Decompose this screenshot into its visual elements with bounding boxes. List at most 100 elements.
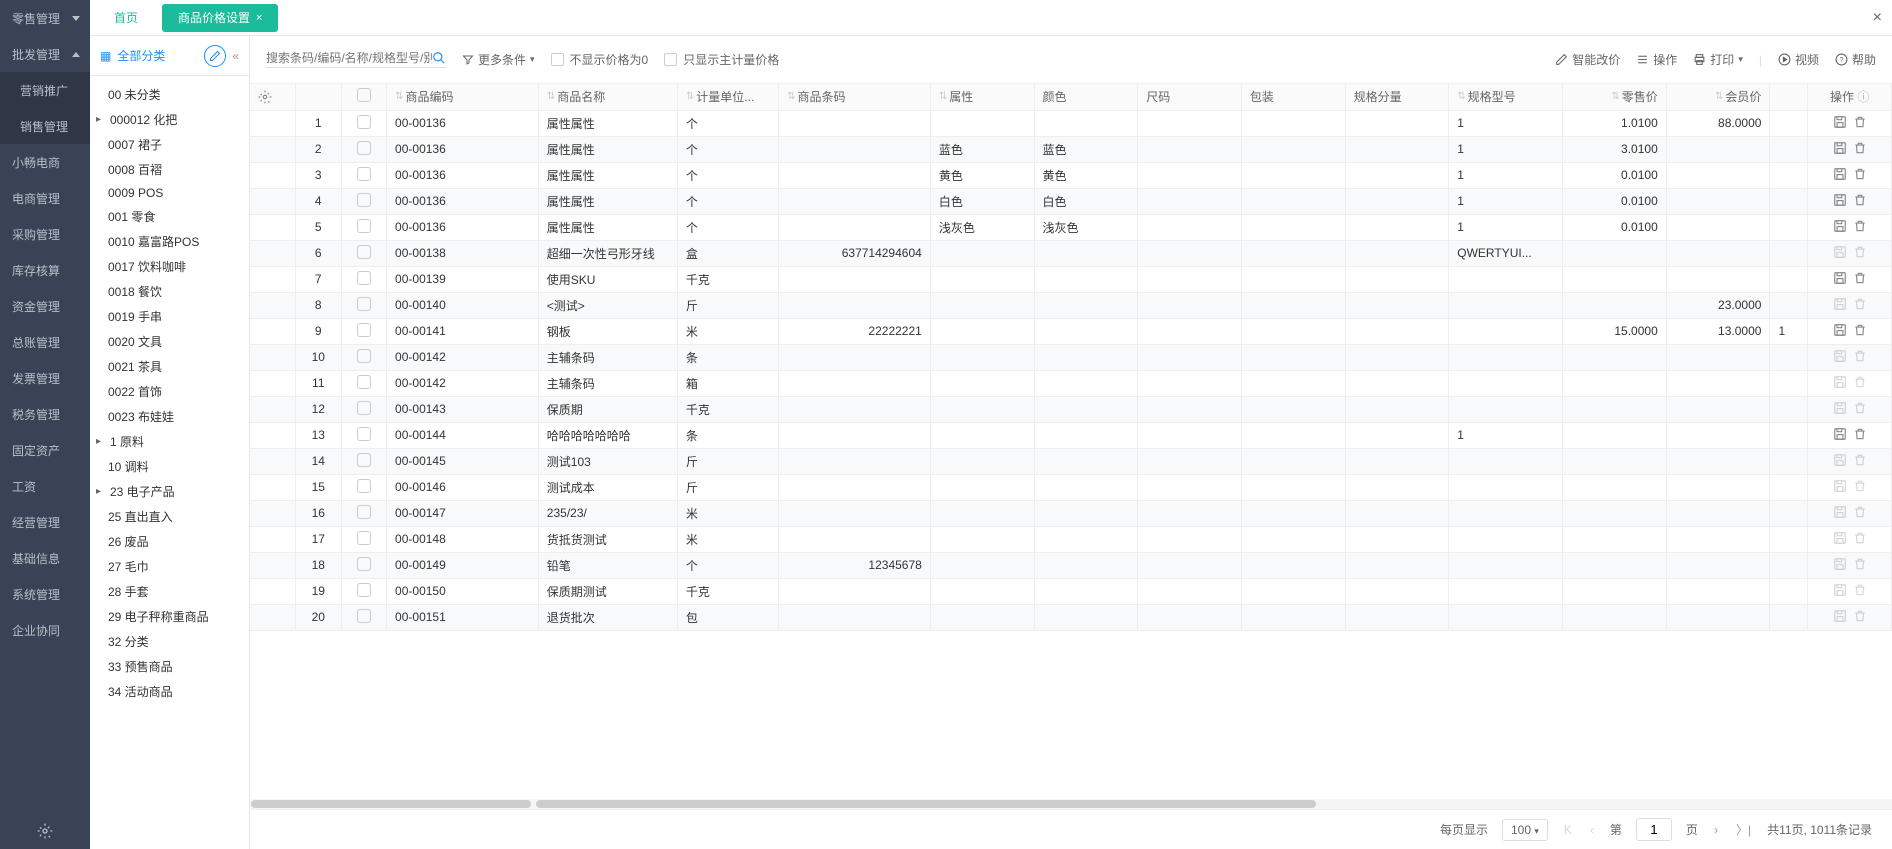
sidebar-item[interactable]: 企业协同 bbox=[0, 612, 90, 648]
row-checkbox[interactable] bbox=[357, 479, 371, 493]
delete-icon[interactable] bbox=[1853, 115, 1867, 129]
more-conditions[interactable]: 更多条件 ▾ bbox=[462, 51, 535, 68]
last-page-button[interactable]: 〉| bbox=[1734, 821, 1753, 838]
row-checkbox[interactable] bbox=[357, 245, 371, 259]
save-icon[interactable] bbox=[1833, 271, 1847, 285]
tree-node[interactable]: 000012 化把 bbox=[90, 107, 249, 132]
table-row[interactable]: 1600-00147235/23/米 bbox=[250, 500, 1892, 526]
tree-node[interactable]: 0019 手串 bbox=[90, 304, 249, 329]
table-row[interactable]: 1000-00142主辅条码条 bbox=[250, 344, 1892, 370]
select-all-checkbox[interactable] bbox=[341, 84, 387, 110]
tree-node[interactable]: 0023 布娃娃 bbox=[90, 404, 249, 429]
prev-page-button[interactable]: ‹ bbox=[1588, 823, 1596, 837]
row-checkbox[interactable] bbox=[357, 505, 371, 519]
tree-node[interactable]: 1 原料 bbox=[90, 429, 249, 454]
sort-icon[interactable]: ⇅ bbox=[1457, 91, 1465, 102]
sidebar-item[interactable]: 采购管理 bbox=[0, 216, 90, 252]
table-row[interactable]: 1900-00150保质期测试千克 bbox=[250, 578, 1892, 604]
sidebar-item[interactable]: 库存核算 bbox=[0, 252, 90, 288]
sort-icon[interactable]: ⇅ bbox=[686, 91, 694, 102]
sidebar-settings[interactable] bbox=[0, 813, 90, 849]
hide-zero-price-checkbox[interactable]: 不显示价格为0 bbox=[551, 51, 649, 68]
sidebar-item[interactable]: 批发管理 bbox=[0, 36, 90, 72]
delete-icon[interactable] bbox=[1853, 323, 1867, 337]
tab-close-icon[interactable]: × bbox=[256, 12, 262, 24]
edit-icon[interactable] bbox=[204, 45, 226, 67]
row-checkbox[interactable] bbox=[357, 609, 371, 623]
table-row[interactable]: 1300-00144哈哈哈哈哈哈哈条1 bbox=[250, 422, 1892, 448]
info-icon[interactable]: ⓘ bbox=[1857, 90, 1869, 104]
sidebar-item[interactable]: 工资 bbox=[0, 468, 90, 504]
sidebar-item[interactable]: 税务管理 bbox=[0, 396, 90, 432]
help-button[interactable]: ? 帮助 bbox=[1835, 51, 1876, 68]
tree-node[interactable]: 0018 餐饮 bbox=[90, 279, 249, 304]
sidebar-item[interactable]: 电商管理 bbox=[0, 180, 90, 216]
table-row[interactable]: 400-00136属性属性个白色白色10.0100 bbox=[250, 188, 1892, 214]
table-row[interactable]: 100-00136属性属性个11.010088.0000 bbox=[250, 110, 1892, 136]
sort-icon[interactable]: ⇅ bbox=[1611, 91, 1619, 102]
tree-node[interactable]: 001 零食 bbox=[90, 204, 249, 229]
gear-header[interactable] bbox=[250, 84, 296, 110]
tree-node[interactable]: 00 未分类 bbox=[90, 82, 249, 107]
sidebar-item[interactable]: 小畅电商 bbox=[0, 144, 90, 180]
row-checkbox[interactable] bbox=[357, 557, 371, 571]
tree-node[interactable]: 0021 茶具 bbox=[90, 354, 249, 379]
row-checkbox[interactable] bbox=[357, 375, 371, 389]
row-checkbox[interactable] bbox=[357, 271, 371, 285]
collapse-icon[interactable]: « bbox=[232, 49, 239, 63]
row-checkbox[interactable] bbox=[357, 453, 371, 467]
sidebar-item[interactable]: 营销推广 bbox=[0, 72, 90, 108]
table-row[interactable]: 600-00138超细一次性弓形牙线盒637714294604QWERTYUI.… bbox=[250, 240, 1892, 266]
delete-icon[interactable] bbox=[1853, 219, 1867, 233]
save-icon[interactable] bbox=[1833, 167, 1847, 181]
save-icon[interactable] bbox=[1833, 193, 1847, 207]
tree-node[interactable]: 28 手套 bbox=[90, 579, 249, 604]
print-button[interactable]: 打印 ▾ bbox=[1693, 51, 1743, 68]
tree-node[interactable]: 0009 POS bbox=[90, 182, 249, 204]
row-checkbox[interactable] bbox=[357, 583, 371, 597]
table-row[interactable]: 800-00140<测试>斤23.0000 bbox=[250, 292, 1892, 318]
tree-node[interactable]: 10 调料 bbox=[90, 454, 249, 479]
sidebar-item[interactable]: 系统管理 bbox=[0, 576, 90, 612]
delete-icon[interactable] bbox=[1853, 141, 1867, 155]
row-checkbox[interactable] bbox=[357, 167, 371, 181]
row-checkbox[interactable] bbox=[357, 115, 371, 129]
tree-header[interactable]: ▦ 全部分类 « bbox=[90, 36, 249, 76]
per-page-select[interactable]: 100 ▾ bbox=[1502, 819, 1548, 841]
sort-icon[interactable]: ⇅ bbox=[1715, 91, 1723, 102]
table-row[interactable]: 700-00139使用SKU千克 bbox=[250, 266, 1892, 292]
table-row[interactable]: 1800-00149铅笔个12345678 bbox=[250, 552, 1892, 578]
tree-node[interactable]: 0020 文具 bbox=[90, 329, 249, 354]
delete-icon[interactable] bbox=[1853, 427, 1867, 441]
tree-node[interactable]: 0022 首饰 bbox=[90, 379, 249, 404]
tree-node[interactable]: 23 电子产品 bbox=[90, 479, 249, 504]
tree-node[interactable]: 27 毛巾 bbox=[90, 554, 249, 579]
row-checkbox[interactable] bbox=[357, 427, 371, 441]
tree-node[interactable]: 0017 饮料咖啡 bbox=[90, 254, 249, 279]
save-icon[interactable] bbox=[1833, 323, 1847, 337]
tab-home[interactable]: 首页 bbox=[98, 4, 154, 32]
smart-edit-button[interactable]: 智能改价 bbox=[1555, 51, 1620, 68]
save-icon[interactable] bbox=[1833, 427, 1847, 441]
table-row[interactable]: 200-00136属性属性个蓝色蓝色13.0100 bbox=[250, 136, 1892, 162]
sidebar-item[interactable]: 基础信息 bbox=[0, 540, 90, 576]
row-checkbox[interactable] bbox=[357, 193, 371, 207]
tree-node[interactable]: 33 预售商品 bbox=[90, 654, 249, 679]
first-page-button[interactable]: K bbox=[1562, 823, 1574, 837]
sort-icon[interactable]: ⇅ bbox=[395, 91, 403, 102]
table-row[interactable]: 1100-00142主辅条码箱 bbox=[250, 370, 1892, 396]
tree-node[interactable]: 34 活动商品 bbox=[90, 679, 249, 704]
row-checkbox[interactable] bbox=[357, 401, 371, 415]
table-row[interactable]: 500-00136属性属性个浅灰色浅灰色10.0100 bbox=[250, 214, 1892, 240]
sidebar-item[interactable]: 经营管理 bbox=[0, 504, 90, 540]
row-checkbox[interactable] bbox=[357, 219, 371, 233]
table-row[interactable]: 2000-00151退货批次包 bbox=[250, 604, 1892, 630]
sidebar-item[interactable]: 发票管理 bbox=[0, 360, 90, 396]
sort-icon[interactable]: ⇅ bbox=[547, 91, 555, 102]
video-button[interactable]: 视频 bbox=[1778, 51, 1819, 68]
row-checkbox[interactable] bbox=[357, 349, 371, 363]
operation-button[interactable]: 操作 bbox=[1636, 51, 1677, 68]
save-icon[interactable] bbox=[1833, 219, 1847, 233]
row-checkbox[interactable] bbox=[357, 141, 371, 155]
row-checkbox[interactable] bbox=[357, 297, 371, 311]
